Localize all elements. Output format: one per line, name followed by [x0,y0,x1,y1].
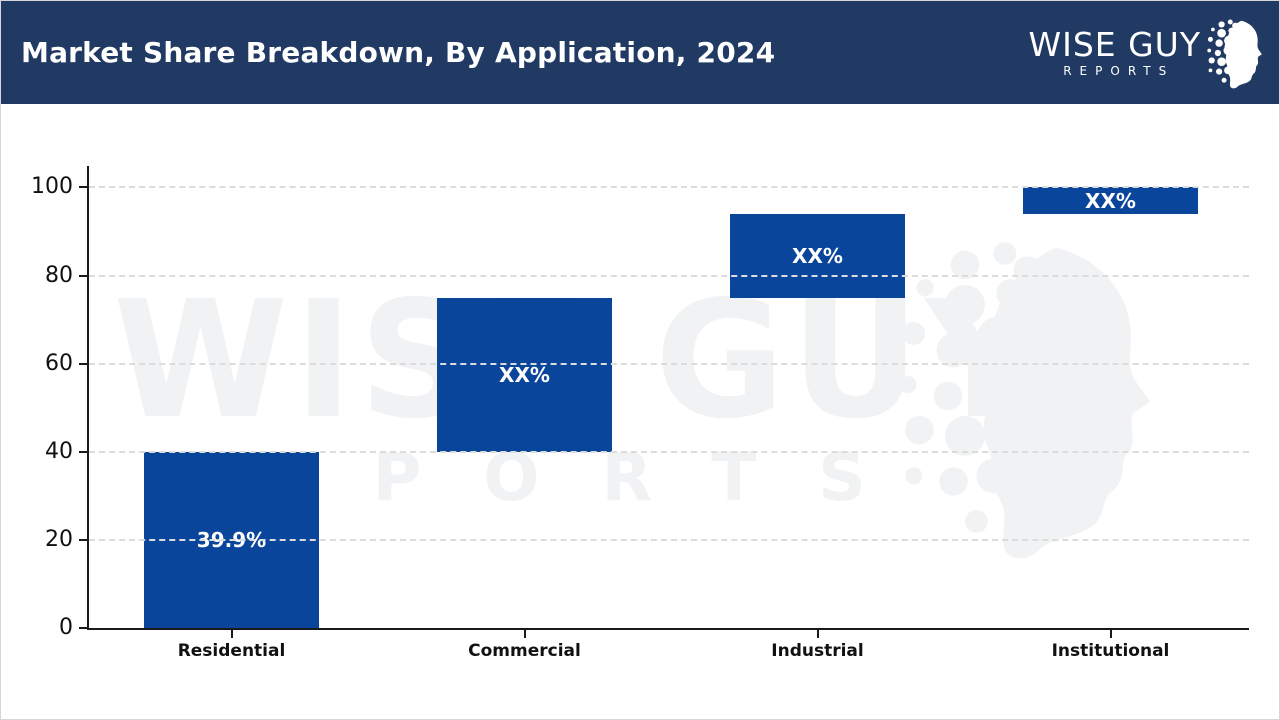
logo-wordmark: WISE GUY [1028,25,1201,64]
y-axis-tick-label: 80 [45,262,73,288]
gridline [89,186,1249,189]
logo-text: WISE GUY REPORTS [1028,28,1201,77]
x-axis-tick [230,630,233,638]
bar-value-label: XX% [1085,188,1136,213]
bar-commercial: XX% [437,297,612,453]
y-axis-tick [79,627,88,629]
x-axis-tick [523,630,526,638]
y-axis-tick-label: 20 [45,526,73,552]
y-axis-tick-label: 60 [45,350,73,376]
y-axis-tick [79,538,88,541]
y-axis-tick [79,274,88,277]
y-axis-line [87,166,89,630]
y-axis-tick-label: 40 [45,438,73,464]
header-bar: Market Share Breakdown, By Application, … [1,1,1279,104]
x-axis-category-label: Industrial [771,641,864,661]
gridline [89,274,1249,277]
wiseguy-logo: WISE GUY REPORTS [1028,13,1265,93]
bar-industrial: XX% [730,214,905,298]
x-axis-line [87,628,1249,630]
y-axis-tick [79,450,88,453]
bar-value-label: XX% [499,362,550,387]
x-axis-tick [816,630,819,638]
y-axis-tick-label: 100 [31,174,73,200]
gridline [89,362,1249,365]
x-axis-tick [1109,630,1112,638]
x-axis-category-label: Commercial [468,641,581,661]
y-axis-tick [79,362,88,365]
x-axis-category-label: Residential [177,641,286,661]
x-axis-category-label: Institutional [1051,641,1170,661]
bar-institutional: XX% [1023,187,1198,215]
gridline [89,538,1249,541]
y-axis-tick-label: 0 [59,615,73,640]
logo-subtitle: REPORTS [1063,64,1175,78]
bar-value-label: XX% [792,243,843,268]
gridline [89,450,1249,453]
page-title: Market Share Breakdown, By Application, … [21,36,776,69]
logo-head-icon [1207,19,1262,88]
y-axis-tick [79,186,88,189]
